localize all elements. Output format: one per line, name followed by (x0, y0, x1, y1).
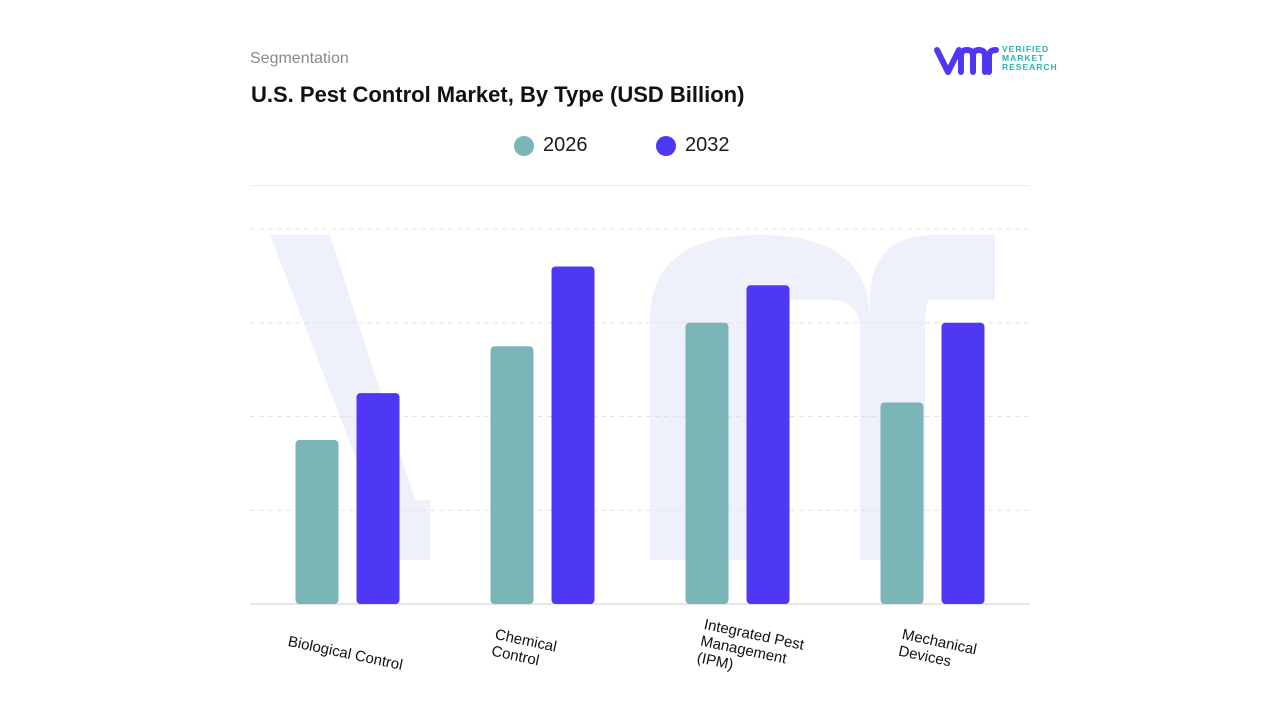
legend-swatch-2026 (514, 135, 534, 156)
top-rule (250, 185, 1030, 186)
bar-2032-3 (941, 322, 985, 604)
bars (295, 266, 985, 604)
bar-2032-1 (551, 266, 595, 604)
legend-label-2026: 2026 (543, 134, 588, 156)
logo-line-research: RESEARCH (1002, 62, 1058, 72)
bar-2026-2 (685, 322, 729, 604)
logo-line-verified: VERIFIED (1002, 44, 1050, 54)
logo-line-market: MARKET (1002, 53, 1045, 63)
chart-title: U.S. Pest Control Market, By Type (USD B… (251, 82, 745, 107)
bar-2026-0 (295, 439, 339, 604)
bar-2026-3 (880, 402, 924, 604)
logo-text: VERIFIED MARKET RESEARCH (1002, 45, 1058, 72)
legend-label-2032: 2032 (685, 134, 730, 156)
bar-2032-2 (746, 285, 790, 604)
legend: 2026 2032 (0, 134, 1280, 162)
legend-item-2026: 2026 (514, 134, 588, 157)
vmr-logo-icon (934, 46, 999, 75)
legend-swatch-2032 (656, 135, 676, 156)
segment-label: Segmentation (250, 50, 349, 67)
bar-2032-0 (356, 393, 400, 604)
legend-item-2032: 2032 (656, 134, 730, 157)
bar-2026-1 (490, 346, 534, 604)
